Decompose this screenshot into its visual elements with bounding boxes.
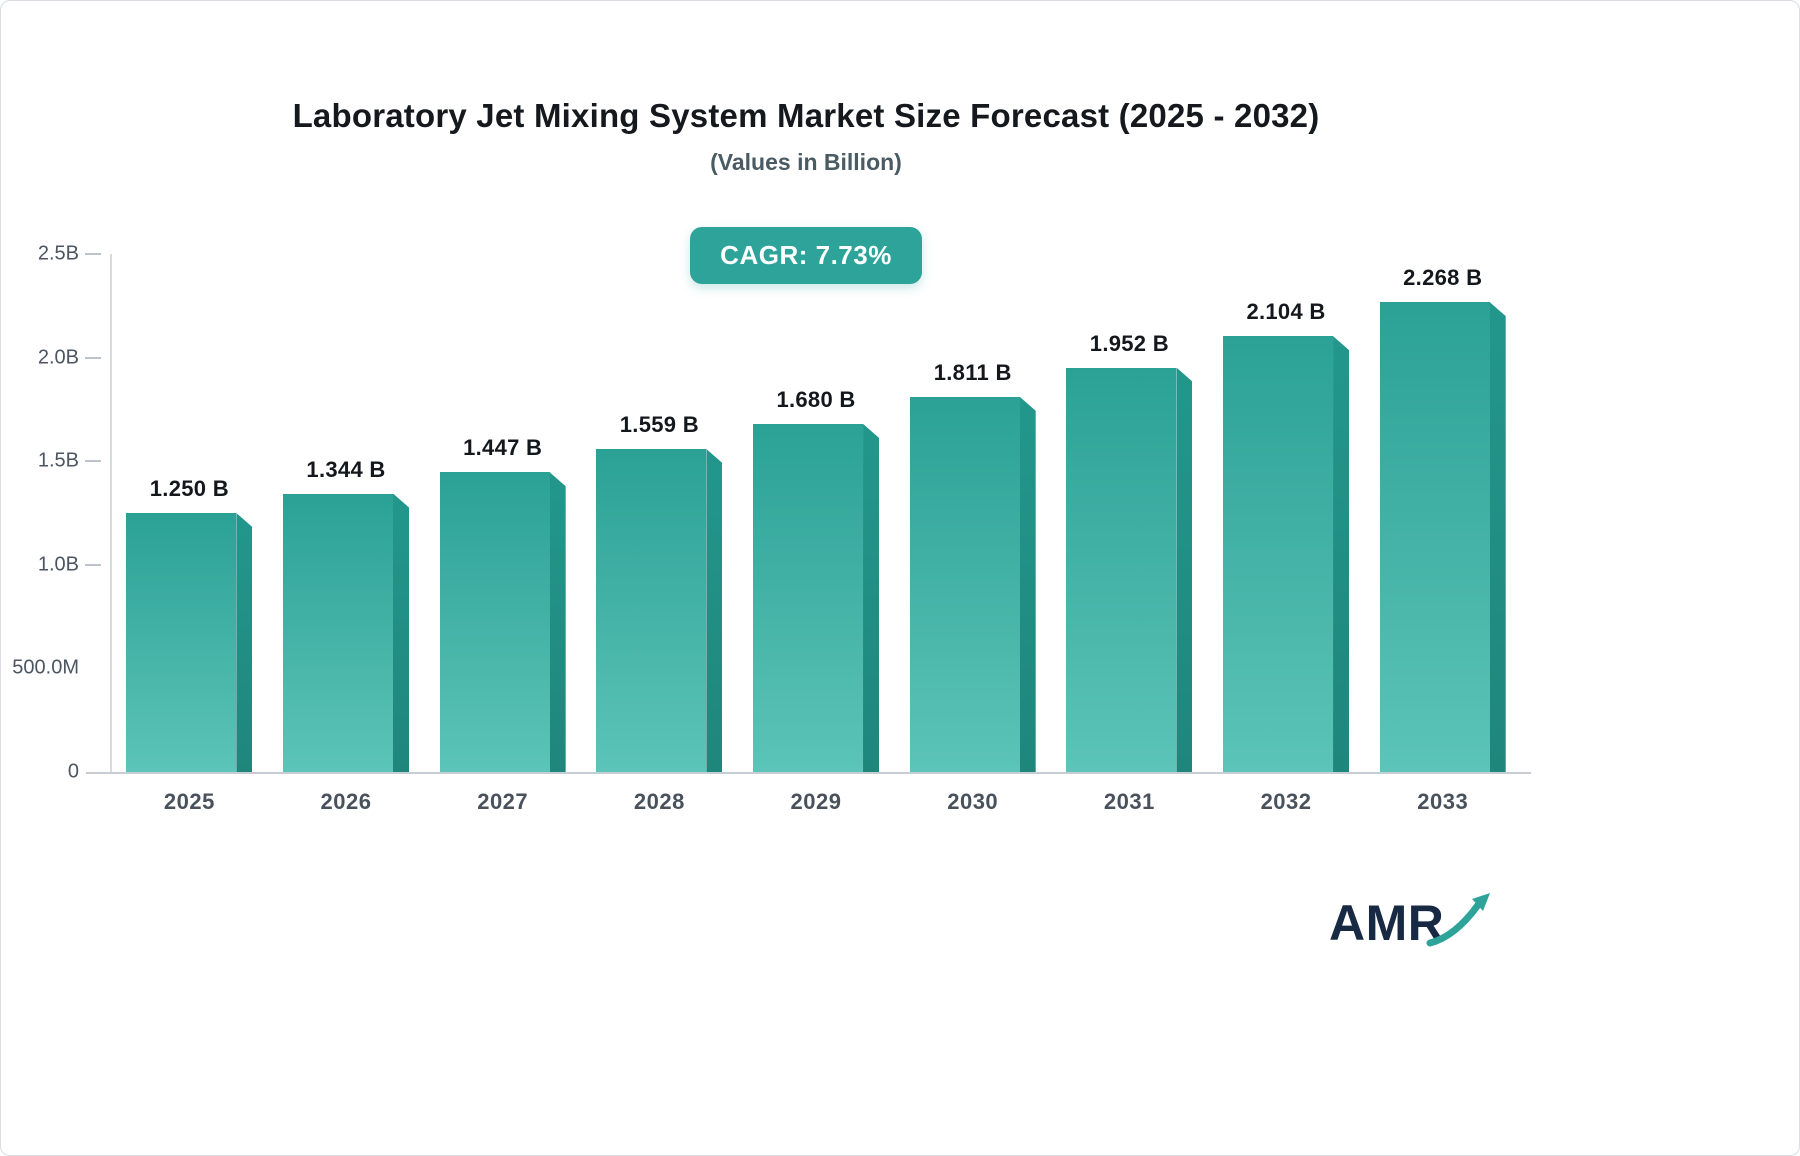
bar-2030: 1.811 B — [909, 360, 1036, 772]
x-axis-label: 2030 — [947, 789, 999, 814]
bar-front-face — [753, 423, 864, 772]
bar-slot: 1.559 B — [581, 254, 738, 772]
bar-value-label: 1.559 B — [619, 411, 699, 437]
x-axis-label: 2028 — [633, 789, 685, 814]
x-axis-label: 2031 — [1103, 789, 1155, 814]
bar-slot: 1.344 B — [268, 254, 425, 772]
bar-value-label: 1.680 B — [776, 386, 856, 412]
bar-front-face — [1223, 336, 1334, 772]
amr-logo: AMR — [1329, 893, 1494, 951]
bar-slot: 1.447 B — [424, 254, 581, 772]
bar-value-label: 1.250 B — [149, 476, 229, 501]
bar-side-face — [236, 513, 253, 772]
x-axis-label: 2027 — [477, 789, 529, 814]
plot-area: 1.250 B 1.344 B 1.447 B 1.559 B 1.680 B 1.811… — [111, 254, 1521, 772]
bars-row: 1.250 B 1.344 B 1.447 B 1.559 B 1.680 B 1.811… — [111, 254, 1521, 772]
bar-2027: 1.447 B — [439, 435, 566, 772]
x-axis-label: 2026 — [320, 789, 372, 814]
y-axis: 2.5B 2.0B 1.5B 1.0B 500.0M 0 — [1, 243, 101, 783]
bar-side-face — [1019, 396, 1036, 772]
x-axis-labels: 2025 2026 2027 2028 2029 2030 2031 2032 2033 — [111, 789, 1521, 815]
bar-2025: 1.250 B — [126, 476, 253, 772]
bar-front-face — [126, 513, 237, 772]
y-axis-tick — [85, 460, 101, 463]
bar-value-label: 2.268 B — [1403, 265, 1483, 291]
y-axis-tick — [85, 253, 101, 255]
x-axis-label: 2032 — [1260, 789, 1312, 814]
bar-slot: 1.811 B — [894, 254, 1051, 772]
bar-value-label: 1.447 B — [463, 435, 543, 461]
bar-side-face — [393, 493, 409, 772]
bar-front-face — [439, 472, 550, 772]
bar-front-face — [596, 448, 707, 772]
cagr-badge: CAGR: 7.73% — [690, 227, 922, 284]
bar-side-face — [863, 423, 880, 772]
bar-2028: 1.559 B — [596, 412, 723, 772]
y-axis-label: 500.0M — [12, 656, 79, 679]
y-axis-label: 2.0B — [37, 346, 79, 369]
bar-side-face — [1489, 302, 1506, 772]
y-axis-tick — [85, 356, 101, 359]
bar-value-label: 1.811 B — [933, 359, 1012, 385]
amr-logo-text: AMR — [1329, 895, 1445, 951]
bar-2029: 1.680 B — [753, 387, 880, 772]
bar-side-face — [1176, 367, 1193, 772]
bar-slot: 1.250 B — [111, 254, 268, 772]
bar-2033: 2.268 B — [1379, 265, 1506, 772]
y-axis-line — [110, 254, 112, 772]
bar-side-face — [1333, 336, 1350, 772]
bar-slot: 1.680 B — [738, 254, 895, 772]
bar-slot: 1.952 B — [1051, 254, 1208, 772]
x-axis-label: 2025 — [163, 789, 215, 814]
x-axis-line — [86, 772, 1531, 774]
bar-value-label: 1.952 B — [1089, 330, 1169, 356]
chart-subtitle: (Values in Billion) — [710, 149, 902, 175]
chart-title: Laboratory Jet Mixing System Market Size… — [292, 97, 1320, 134]
bar-side-face — [549, 472, 566, 772]
growth-arrow-icon — [1426, 893, 1491, 947]
bar-front-face — [1379, 302, 1490, 772]
bar-slot: 2.268 B — [1364, 254, 1521, 772]
y-axis-label: 0 — [67, 760, 79, 783]
bar-value-label: 1.344 B — [306, 456, 386, 482]
x-axis-label: 2029 — [790, 789, 842, 814]
y-axis-label: 2.5B — [37, 242, 79, 265]
bar-front-face — [909, 396, 1020, 772]
y-axis-label: 1.5B — [37, 449, 79, 472]
bar-value-label: 2.104 B — [1246, 299, 1326, 325]
bar-front-face — [1066, 367, 1177, 772]
y-axis-tick — [85, 563, 101, 566]
bar-2031: 1.952 B — [1066, 331, 1193, 772]
bar-2032: 2.104 B — [1223, 299, 1350, 772]
cagr-badge-row: CAGR: 7.73% — [1, 227, 1611, 284]
x-axis-label: 2033 — [1417, 789, 1469, 814]
y-axis-label: 1.0B — [37, 553, 79, 576]
bar-side-face — [706, 448, 723, 772]
bar-slot: 2.104 B — [1208, 254, 1365, 772]
bar-2026: 1.344 B — [283, 457, 409, 772]
bar-front-face — [283, 493, 393, 772]
